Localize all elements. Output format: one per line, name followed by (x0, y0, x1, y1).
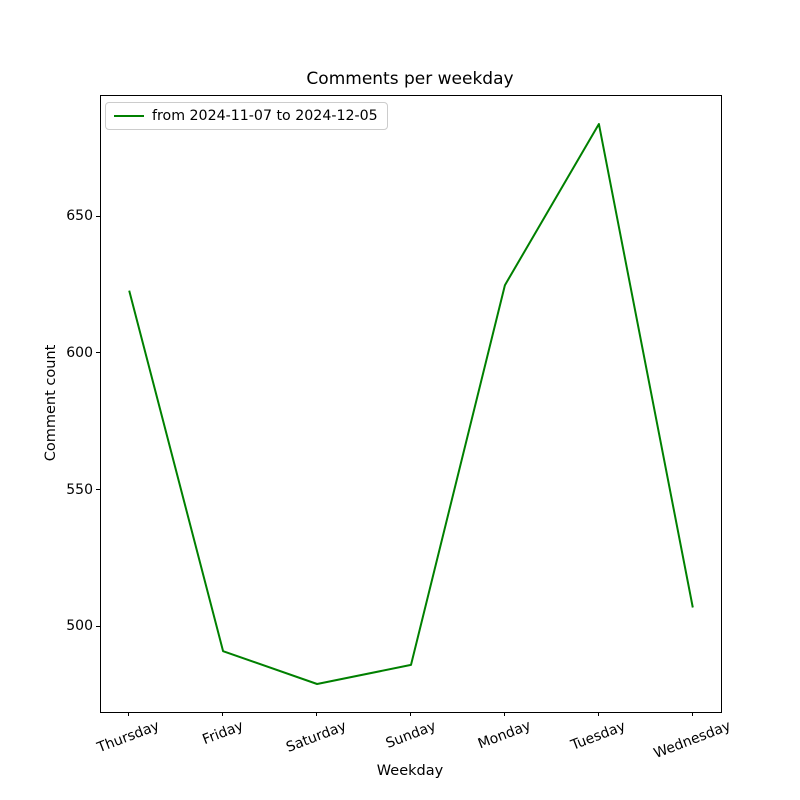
y-tick-mark (95, 625, 100, 627)
data-line-series (128, 123, 694, 685)
legend-line-sample (114, 115, 144, 117)
x-tick-mark (503, 711, 505, 716)
x-tick-label: Sunday (383, 717, 438, 752)
chart-title: Comments per weekday (306, 69, 514, 89)
x-tick-mark (691, 711, 693, 716)
legend-label: from 2024-11-07 to 2024-12-05 (152, 108, 378, 124)
line-plot-svg (128, 123, 694, 685)
y-tick-label: 600 (66, 344, 93, 361)
x-tick-mark (128, 711, 130, 716)
legend: from 2024-11-07 to 2024-12-05 (105, 102, 388, 130)
x-tick-label: Wednesday (651, 717, 733, 762)
x-tick-label: Monday (475, 717, 534, 753)
x-tick-label: Tuesday (568, 717, 628, 754)
x-tick-mark (316, 711, 318, 716)
x-axis-label: Weekday (376, 763, 444, 779)
y-tick-mark (95, 215, 100, 217)
y-tick-label: 550 (66, 481, 93, 498)
x-tick-label: Saturday (284, 717, 349, 756)
y-tick-mark (95, 352, 100, 354)
y-tick-label: 650 (66, 208, 93, 225)
y-axis-label: Comment count (43, 344, 59, 462)
x-tick-mark (597, 711, 599, 716)
x-tick-mark (222, 711, 224, 716)
x-tick-mark (410, 711, 411, 716)
x-tick-label: Thursday (95, 717, 162, 757)
x-tick-label: Friday (199, 717, 246, 749)
y-tick-label: 500 (66, 618, 93, 635)
y-tick-mark (95, 489, 100, 491)
plot-area: from 2024-11-07 to 2024-12-05 (100, 95, 722, 713)
